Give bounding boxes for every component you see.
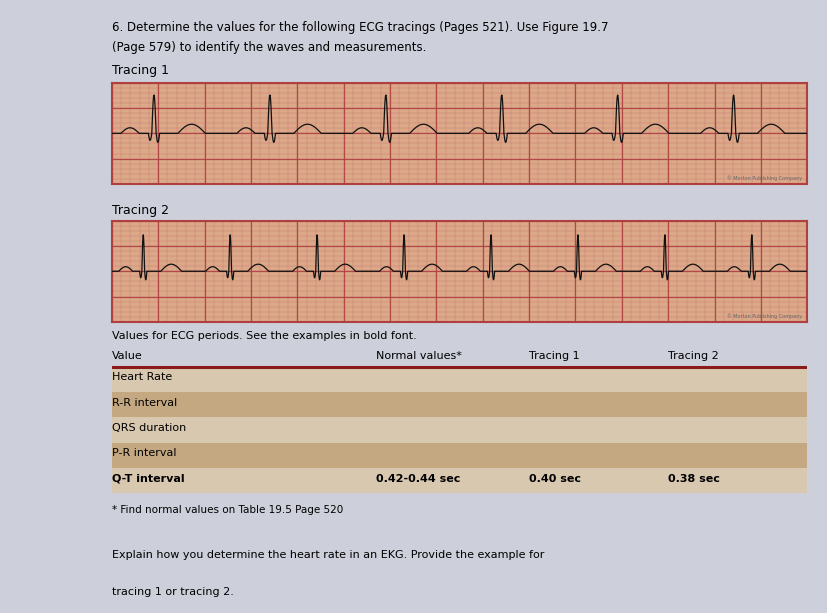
Text: 0.40 sec: 0.40 sec [528, 474, 581, 484]
Text: Heart Rate: Heart Rate [112, 372, 172, 383]
Text: Normal values*: Normal values* [375, 351, 461, 360]
Text: * Find normal values on Table 19.5 Page 520: * Find normal values on Table 19.5 Page … [112, 504, 342, 515]
Bar [112, 443, 806, 468]
Text: © Morton Publishing Company: © Morton Publishing Company [726, 175, 801, 181]
Text: R-R interval: R-R interval [112, 398, 177, 408]
Text: © Morton Publishing Company: © Morton Publishing Company [726, 313, 801, 319]
Text: Explain how you determine the heart rate in an EKG. Provide the example for: Explain how you determine the heart rate… [112, 550, 543, 560]
Text: Values for ECG periods. See the examples in bold font.: Values for ECG periods. See the examples… [112, 331, 416, 341]
Text: Q-T interval: Q-T interval [112, 474, 184, 484]
Text: 6. Determine the values for the following ECG tracings (Pages 521). Use Figure 1: 6. Determine the values for the followin… [112, 21, 608, 34]
Text: Value: Value [112, 351, 142, 360]
Text: Tracing 2: Tracing 2 [112, 204, 169, 216]
Text: (Page 579) to identify the waves and measurements.: (Page 579) to identify the waves and mea… [112, 41, 426, 54]
Bar [112, 392, 806, 417]
Text: 0.38 sec: 0.38 sec [667, 474, 719, 484]
Text: Tracing 2: Tracing 2 [667, 351, 718, 360]
Text: Tracing 1: Tracing 1 [112, 64, 169, 77]
Bar [112, 468, 806, 493]
Text: 0.42-0.44 sec: 0.42-0.44 sec [375, 474, 460, 484]
Bar [112, 367, 806, 392]
Bar [112, 417, 806, 443]
Text: QRS duration: QRS duration [112, 423, 186, 433]
Text: tracing 1 or tracing 2.: tracing 1 or tracing 2. [112, 587, 233, 596]
Text: Tracing 1: Tracing 1 [528, 351, 579, 360]
Text: P-R interval: P-R interval [112, 448, 176, 459]
